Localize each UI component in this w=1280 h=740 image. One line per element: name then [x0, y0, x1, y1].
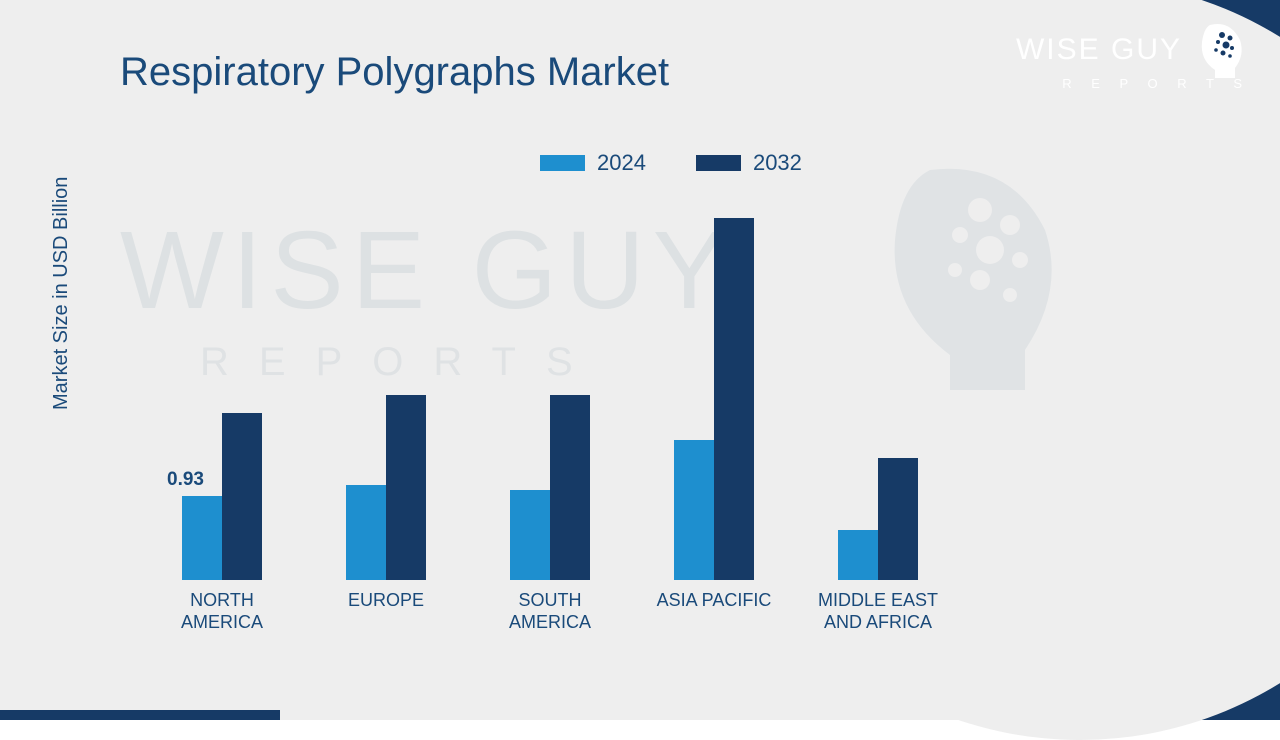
category-group: NORTH AMERICA0.93	[172, 413, 272, 580]
bar-series2	[714, 218, 754, 580]
chart-title: Respiratory Polygraphs Market	[120, 50, 669, 95]
category-group: EUROPE	[336, 395, 436, 580]
bar-series2	[222, 413, 262, 580]
bar-series1	[674, 440, 714, 580]
bar-series2	[386, 395, 426, 580]
legend-label-2024: 2024	[597, 150, 646, 176]
category-label: ASIA PACIFIC	[649, 590, 779, 612]
legend-item-2024: 2024	[540, 150, 646, 176]
category-group: ASIA PACIFIC	[664, 218, 764, 580]
bar-series1	[838, 530, 878, 580]
category-label: EUROPE	[321, 590, 451, 612]
footer-accent-bar	[0, 710, 280, 720]
y-axis-label: Market Size in USD Billion	[50, 177, 73, 410]
category-label: SOUTH AMERICA	[485, 590, 615, 633]
bar-series1	[182, 496, 222, 580]
category-group: SOUTH AMERICA	[500, 395, 600, 580]
bar-series1	[510, 490, 550, 580]
brand-logo: WISE GUY R E P O R T S	[1016, 20, 1250, 91]
bar-series2	[878, 458, 918, 580]
logo-head-icon	[1190, 20, 1250, 80]
bar-series2	[550, 395, 590, 580]
legend-item-2032: 2032	[696, 150, 802, 176]
bar-series1	[346, 485, 386, 580]
plot-area: NORTH AMERICA0.93 EUROPE SOUTH AMERICA ASIA…	[140, 200, 960, 580]
bar-value-label: 0.93	[167, 469, 204, 491]
chart-legend: 2024 2032	[540, 150, 802, 176]
legend-swatch-2024	[540, 155, 585, 171]
legend-label-2032: 2032	[753, 150, 802, 176]
category-label: NORTH AMERICA	[157, 590, 287, 633]
category-group: MIDDLE EAST AND AFRICA	[828, 458, 928, 580]
legend-swatch-2032	[696, 155, 741, 171]
chart-container: Market Size in USD Billion 2024 2032 NOR…	[60, 150, 960, 650]
logo-text-top: WISE GUY	[1016, 33, 1182, 67]
category-label: MIDDLE EAST AND AFRICA	[813, 590, 943, 633]
